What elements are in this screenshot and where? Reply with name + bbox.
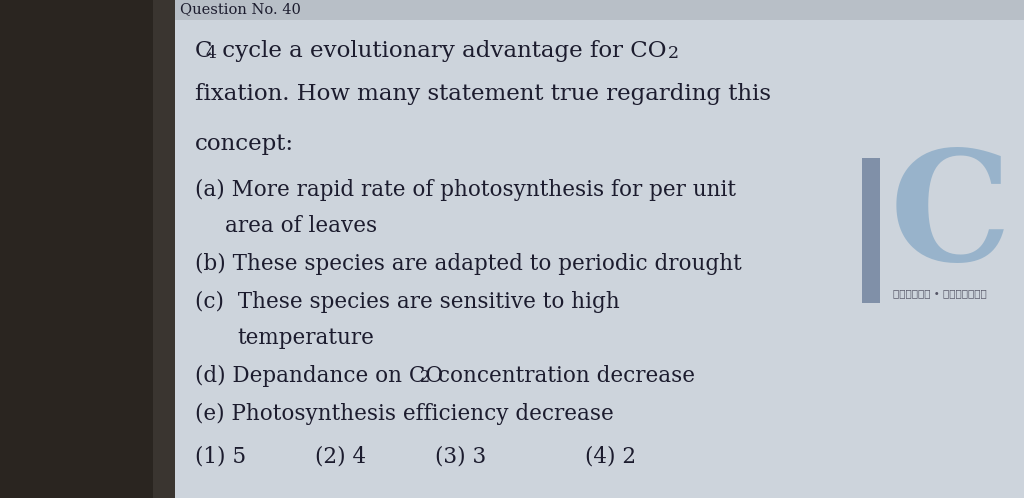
Text: (4) 2: (4) 2 bbox=[585, 445, 636, 467]
Text: concept:: concept: bbox=[195, 133, 294, 155]
FancyBboxPatch shape bbox=[175, 0, 1024, 498]
FancyBboxPatch shape bbox=[862, 158, 880, 303]
FancyBboxPatch shape bbox=[153, 0, 175, 498]
Text: (e) Photosynthesis efficiency decrease: (e) Photosynthesis efficiency decrease bbox=[195, 403, 613, 425]
Text: cycle a evolutionary advantage for CO: cycle a evolutionary advantage for CO bbox=[215, 40, 667, 62]
Text: (2) 4: (2) 4 bbox=[315, 445, 367, 467]
Text: concentration decrease: concentration decrease bbox=[431, 365, 695, 387]
Text: (d) Depandance on CO: (d) Depandance on CO bbox=[195, 365, 443, 387]
Text: area of leaves: area of leaves bbox=[225, 215, 377, 237]
Text: (c)  These species are sensitive to high: (c) These species are sensitive to high bbox=[195, 291, 620, 313]
Text: (3) 3: (3) 3 bbox=[435, 445, 486, 467]
Text: 2: 2 bbox=[668, 45, 679, 62]
Text: temperature: temperature bbox=[237, 327, 374, 349]
FancyBboxPatch shape bbox=[175, 0, 1024, 20]
Text: 4: 4 bbox=[206, 45, 217, 62]
Text: C: C bbox=[889, 143, 1011, 292]
Text: C: C bbox=[195, 40, 213, 62]
Text: (a) More rapid rate of photosynthesis for per unit: (a) More rapid rate of photosynthesis fo… bbox=[195, 179, 736, 201]
Text: fixation. How many statement true regarding this: fixation. How many statement true regard… bbox=[195, 83, 771, 105]
Text: Question No. 40: Question No. 40 bbox=[180, 2, 301, 16]
Text: शिक्षा • संस्कार: शिक्षा • संस्कार bbox=[893, 288, 987, 298]
Text: (1) 5: (1) 5 bbox=[195, 445, 246, 467]
Text: (b) These species are adapted to periodic drought: (b) These species are adapted to periodi… bbox=[195, 253, 741, 275]
Text: 2: 2 bbox=[420, 369, 430, 386]
FancyBboxPatch shape bbox=[0, 0, 155, 498]
